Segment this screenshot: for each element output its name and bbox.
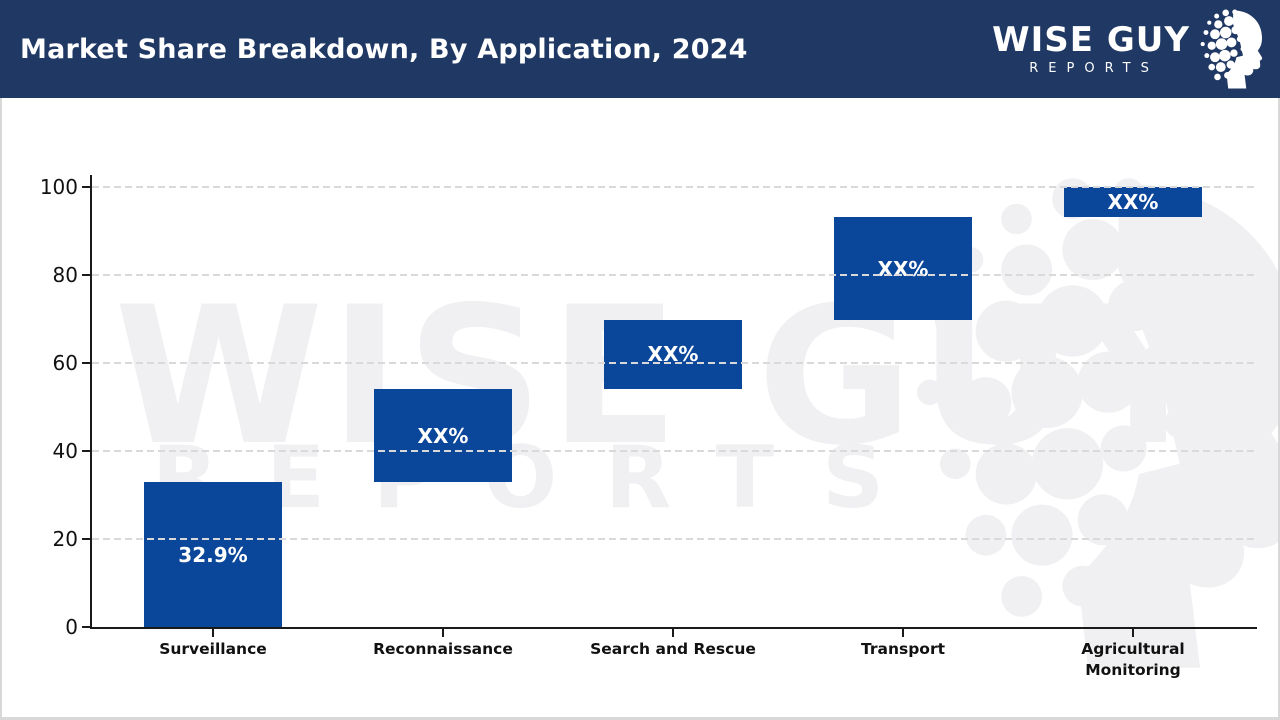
bar-value-label: XX% xyxy=(1107,190,1159,215)
bar-value-label: XX% xyxy=(877,256,929,281)
logo-wordmark: WISE GUY xyxy=(992,19,1190,60)
x-tick-label: Search and Rescue xyxy=(590,640,756,658)
x-tick-label: Reconnaissance xyxy=(373,640,513,658)
page-title: Market Share Breakdown, By Application, … xyxy=(20,33,748,65)
chart-bar-reconnaissance: XX% xyxy=(374,388,512,483)
gridline xyxy=(92,538,1255,540)
y-tick-label: 80 xyxy=(52,263,78,287)
gridline xyxy=(92,274,1255,276)
waterfall-plot: 0 20 40 60 80 100 32.9% Surveillance XX% Reconnai… xyxy=(2,98,1278,717)
x-tick-label: Surveillance xyxy=(159,640,267,658)
y-tick-label: 40 xyxy=(52,439,78,463)
x-axis-tick xyxy=(672,629,674,637)
y-axis-tick xyxy=(82,186,90,188)
bar-value-label: 32.9% xyxy=(178,542,248,567)
y-axis-line xyxy=(90,175,92,629)
y-axis-tick xyxy=(82,626,90,628)
chart-bar-agricultural-monitoring: XX% xyxy=(1064,187,1202,218)
x-axis-line xyxy=(90,627,1257,629)
x-axis-tick xyxy=(1132,629,1134,637)
y-axis-tick xyxy=(82,450,90,452)
logo-subtitle: REPORTS xyxy=(1029,60,1159,76)
bar-value-label: XX% xyxy=(417,423,469,448)
chart-bar-surveillance: 32.9% xyxy=(144,482,282,627)
y-axis-tick xyxy=(82,538,90,540)
logo-face-icon xyxy=(1200,9,1263,89)
gridline xyxy=(92,362,1255,364)
chart-bar-search-and-rescue: XX% xyxy=(604,319,742,389)
wise-guy-logo: WISE GUY REPORTS xyxy=(992,4,1266,94)
chart-bar-transport: XX% xyxy=(834,217,972,320)
chart-canvas: WISE GUY REPORTS 0 20 40 60 80 100 32.9% Survei… xyxy=(0,98,1280,720)
gridline xyxy=(92,186,1255,188)
x-axis-tick xyxy=(212,629,214,637)
y-tick-label: 100 xyxy=(39,175,78,199)
logo-text: WISE GUY REPORTS xyxy=(992,23,1190,76)
y-axis-tick xyxy=(82,274,90,276)
y-axis-tick xyxy=(82,362,90,364)
x-tick-label: Agricultural Monitoring xyxy=(1081,640,1185,679)
gridline xyxy=(92,450,1255,452)
y-tick-label: 20 xyxy=(52,527,78,551)
x-axis-tick xyxy=(442,629,444,637)
y-tick-label: 60 xyxy=(52,351,78,375)
header-bar: Market Share Breakdown, By Application, … xyxy=(0,0,1280,98)
x-axis-tick xyxy=(902,629,904,637)
x-tick-label: Transport xyxy=(860,640,946,658)
y-tick-label: 0 xyxy=(65,615,78,639)
